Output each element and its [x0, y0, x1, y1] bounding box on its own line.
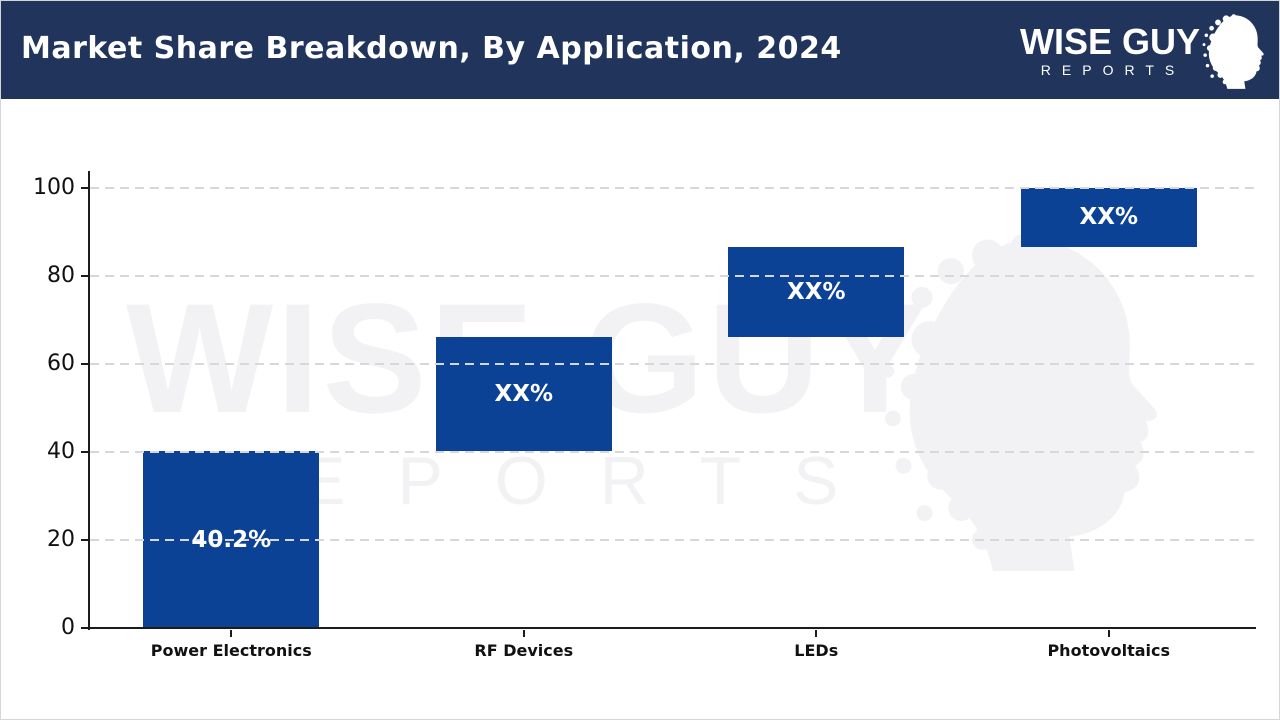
x-axis	[88, 627, 1256, 629]
bar-rf-devices[interactable]	[435, 337, 612, 452]
y-tick-label-80: 80	[47, 263, 75, 288]
logo: WISE GUY REPORTS	[1019, 7, 1269, 95]
bar-leds[interactable]	[728, 246, 905, 338]
x-tick-mark	[1107, 630, 1110, 637]
y-tick-label-20: 20	[47, 527, 75, 552]
gridline-40	[90, 451, 1254, 453]
bar-value-label-photovoltaics: XX%	[1079, 204, 1138, 231]
gridline-20	[90, 539, 1254, 541]
header: Market Share Breakdown, By Application, …	[1, 1, 1279, 99]
page-title: Market Share Breakdown, By Application, …	[21, 31, 842, 66]
gridline-100	[90, 187, 1254, 189]
y-tick-label-60: 60	[47, 351, 75, 376]
logo-head-icon	[1202, 14, 1264, 89]
y-tick-mark	[81, 539, 89, 541]
x-tick-mark	[522, 630, 525, 637]
gridline-60	[90, 363, 1254, 365]
logo-wordmark: WISE GUY	[1019, 21, 1201, 62]
category-label-power-electronics: Power Electronics	[150, 641, 312, 660]
gridline-80	[90, 275, 1254, 277]
bar-value-label-power-electronics: 40.2%	[191, 526, 272, 553]
x-tick-mark	[230, 630, 233, 637]
category-label-photovoltaics: Photovoltaics	[1047, 641, 1171, 660]
y-tick-mark	[81, 627, 89, 629]
x-tick-mark	[815, 630, 818, 637]
logo-text: WISE GUY REPORTS	[1019, 21, 1201, 79]
logo-subtext: REPORTS	[1040, 62, 1186, 78]
category-label-leds: LEDs	[794, 641, 839, 660]
y-tick-label-40: 40	[47, 439, 75, 464]
y-tick-mark	[81, 363, 89, 365]
y-axis	[88, 171, 90, 630]
bar-value-label-leds: XX%	[786, 279, 846, 306]
category-label-rf-devices: RF Devices	[474, 641, 574, 660]
bar-photovoltaics[interactable]	[1020, 188, 1197, 247]
y-tick-label-0: 0	[61, 615, 75, 640]
y-tick-mark	[81, 187, 89, 189]
bar-value-label-rf-devices: XX%	[494, 381, 553, 408]
y-tick-mark	[81, 451, 89, 453]
y-tick-mark	[81, 275, 89, 277]
y-tick-label-100: 100	[33, 175, 75, 200]
